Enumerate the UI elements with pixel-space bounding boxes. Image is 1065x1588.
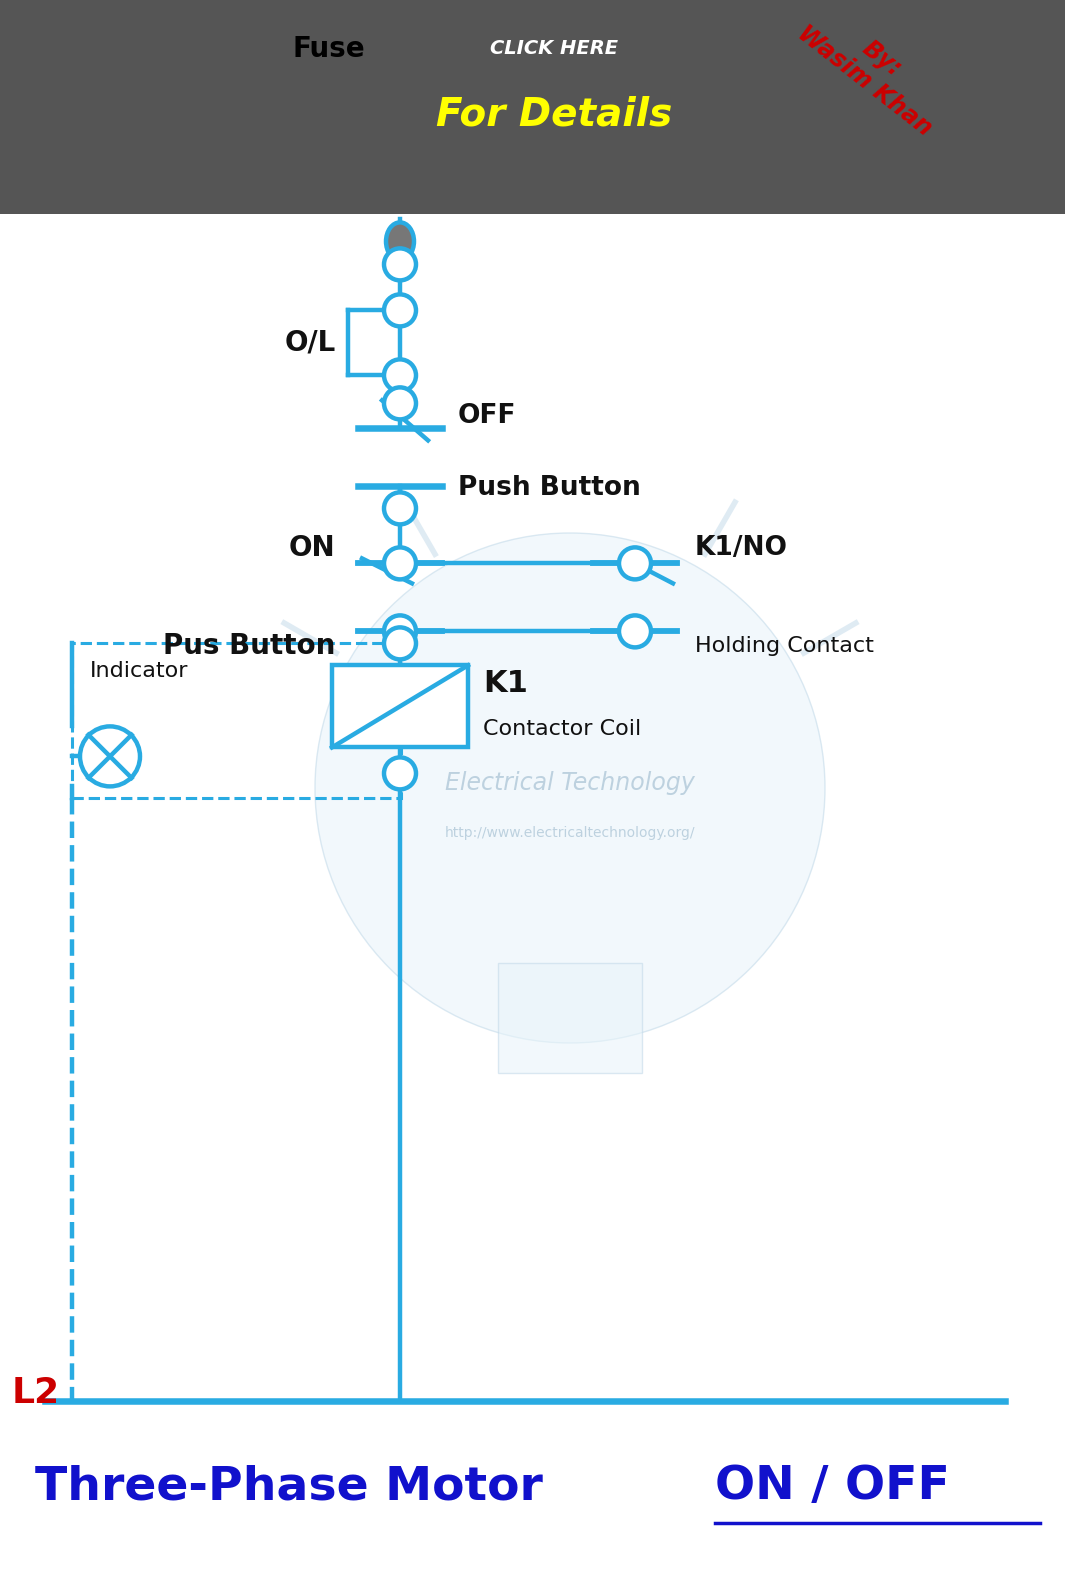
Circle shape: [384, 616, 416, 648]
Circle shape: [384, 359, 416, 391]
Text: Pus Button: Pus Button: [163, 632, 335, 661]
Circle shape: [384, 627, 416, 659]
Bar: [332, 665, 468, 748]
Text: ON: ON: [289, 535, 335, 562]
Circle shape: [80, 726, 140, 786]
Text: Contactor Coil: Contactor Coil: [484, 719, 641, 740]
Text: K1: K1: [484, 669, 528, 697]
Circle shape: [619, 616, 651, 648]
Bar: [0, 0, 1065, 214]
Text: http://www.electricaltechnology.org/: http://www.electricaltechnology.org/: [445, 826, 695, 840]
Circle shape: [384, 492, 416, 524]
Text: O/L: O/L: [284, 329, 335, 357]
Text: Push Button: Push Button: [458, 475, 641, 502]
Circle shape: [315, 534, 825, 1043]
Bar: [72, 643, 402, 799]
Circle shape: [384, 757, 416, 789]
Circle shape: [384, 548, 416, 580]
Text: For Details: For Details: [436, 95, 672, 133]
Text: OFF: OFF: [458, 403, 517, 429]
Text: Electrical Technology: Electrical Technology: [445, 772, 695, 796]
Circle shape: [384, 387, 416, 419]
Text: K1/NO: K1/NO: [695, 535, 788, 562]
Text: Fuse: Fuse: [293, 35, 365, 64]
Text: CLICK HERE: CLICK HERE: [490, 38, 618, 57]
Text: Indicator: Indicator: [91, 661, 189, 681]
Text: Holding Contact: Holding Contact: [695, 637, 874, 656]
Text: ON / OFF: ON / OFF: [715, 1464, 950, 1509]
Text: L2: L2: [12, 1375, 60, 1410]
Text: Three-Phase Motor: Three-Phase Motor: [35, 1464, 559, 1509]
Ellipse shape: [386, 222, 414, 260]
Circle shape: [384, 248, 416, 281]
Circle shape: [384, 294, 416, 327]
Text: By:
Wasim Khan: By: Wasim Khan: [793, 0, 953, 141]
Circle shape: [619, 548, 651, 580]
Bar: [498, 962, 642, 1073]
